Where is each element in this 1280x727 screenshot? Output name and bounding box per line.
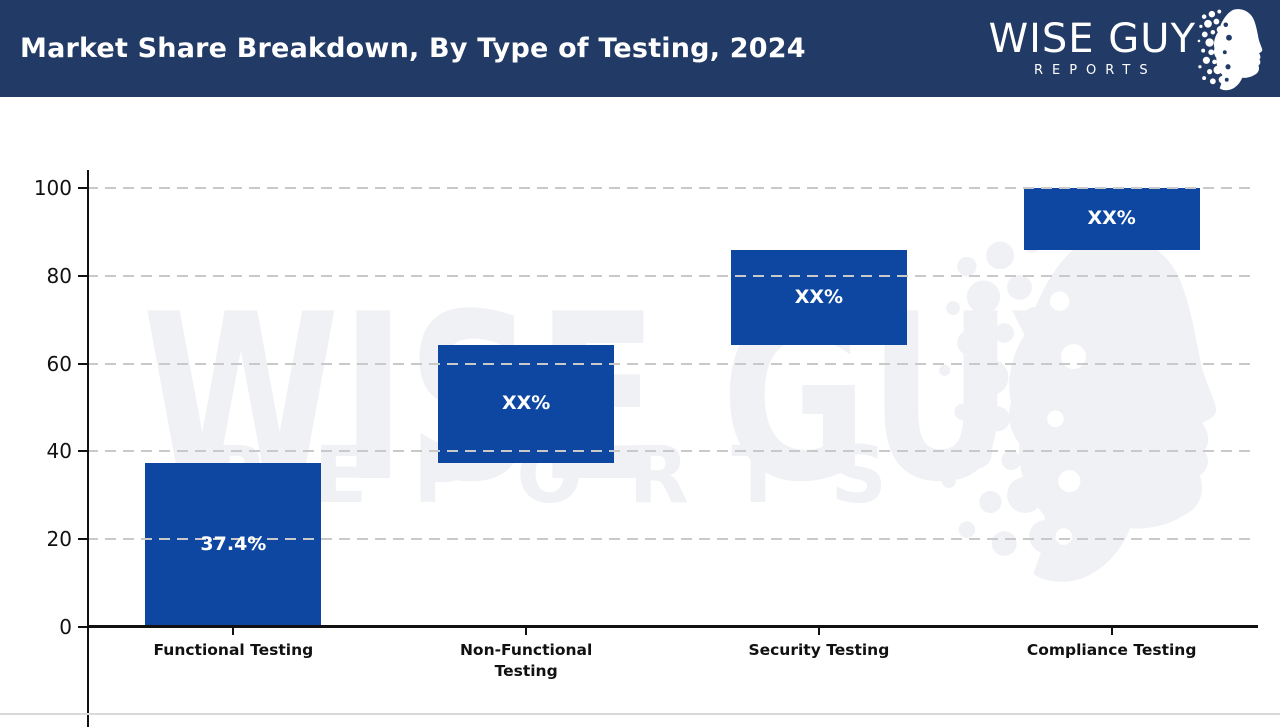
gridline: [87, 450, 1255, 453]
bar-segment: [730, 250, 907, 345]
brand-logo: WISE GUY REPORTS: [989, 7, 1266, 91]
x-axis-tick: [525, 628, 528, 635]
y-tick-label: 40: [46, 439, 72, 464]
y-tick-label: 100: [33, 176, 72, 200]
bottom-border: [0, 713, 1280, 715]
header-bar: Market Share Breakdown, By Type of Testi…: [0, 0, 1280, 97]
bar-segment: [1023, 188, 1200, 251]
x-category-label: Non-Functional Testing: [459, 641, 593, 680]
y-axis-tick: [78, 538, 88, 541]
x-category-label: Compliance Testing: [1026, 641, 1197, 659]
bar-segment: [145, 462, 322, 627]
logo-head-icon: [1197, 8, 1263, 90]
y-axis-tick: [78, 626, 88, 628]
gridline: [87, 274, 1255, 277]
y-tick-label: 60: [46, 351, 72, 376]
brand-subtitle: REPORTS: [1033, 63, 1157, 78]
brand-logo-text: WISE GUY REPORTS: [989, 19, 1196, 78]
x-axis-tick: [232, 628, 235, 635]
gridline: [87, 362, 1255, 365]
gridline: [87, 187, 1255, 189]
chart-canvas: WISE GUY REPORTS 0 20 40 60 80 100 37.4% Functi…: [0, 97, 1280, 727]
bar-value-label: XX%: [1087, 207, 1136, 230]
x-axis-tick: [1110, 628, 1113, 635]
x-axis-line: [87, 625, 1258, 628]
brand-name: WISE GUY: [988, 16, 1196, 62]
bar-value-label: 37.4%: [200, 532, 267, 555]
y-tick-label: 20: [46, 527, 72, 552]
y-tick-label: 0: [59, 615, 72, 639]
y-tick-label: 80: [46, 263, 72, 288]
y-axis-tick: [78, 450, 88, 453]
watermark-head-icon: [939, 234, 1217, 582]
x-axis-tick: [817, 628, 820, 635]
bar-value-label: XX%: [501, 391, 551, 414]
x-category-label: Functional Testing: [153, 641, 314, 659]
bar-value-label: XX%: [794, 285, 844, 308]
y-axis-line: [87, 170, 89, 727]
chart-title: Market Share Breakdown, By Type of Testi…: [20, 33, 806, 64]
y-axis-tick: [78, 362, 88, 365]
y-axis-tick: [78, 187, 88, 189]
x-category-label: Security Testing: [748, 641, 890, 659]
y-axis-tick: [78, 274, 88, 277]
gridline: [87, 538, 1255, 541]
